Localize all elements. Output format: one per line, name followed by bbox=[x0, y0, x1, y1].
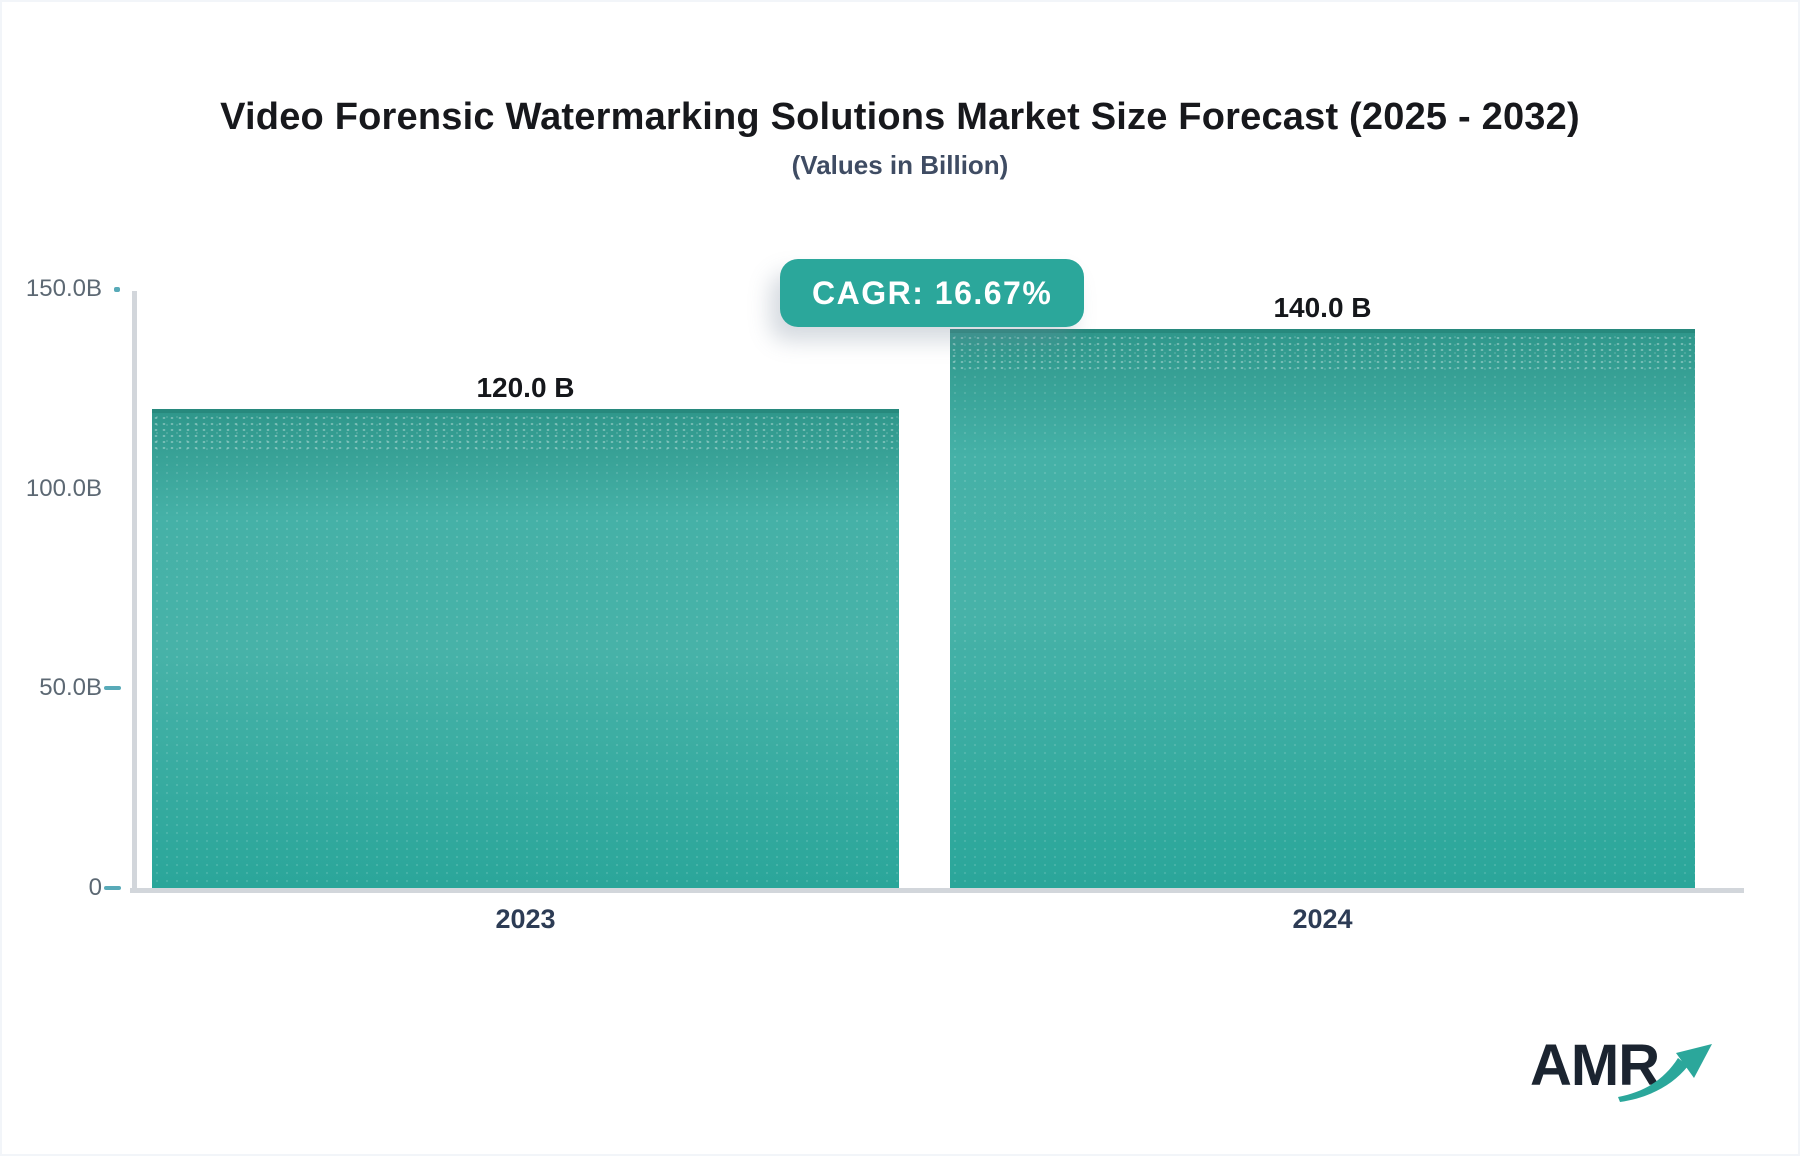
cagr-badge: CAGR: 16.67% bbox=[780, 259, 1085, 327]
y-tick-mark bbox=[104, 886, 121, 890]
growth-arrow-icon bbox=[1618, 1044, 1712, 1102]
y-tick-label: 150.0B bbox=[25, 275, 102, 302]
x-axis-label-2023: 2023 bbox=[495, 904, 556, 934]
amr-logo: AMR bbox=[1530, 1032, 1730, 1122]
y-tick-mark bbox=[104, 686, 121, 691]
bar-2023[interactable] bbox=[152, 409, 899, 888]
y-axis-line bbox=[132, 291, 137, 893]
y-tick-label: 100.0B bbox=[25, 474, 102, 502]
y-tick-mark bbox=[114, 287, 120, 292]
bar-value-label-2024: 140.0 B bbox=[1273, 292, 1372, 323]
x-axis-label-2024: 2024 bbox=[1292, 904, 1353, 934]
bar-value-label-2023: 120.0 B bbox=[476, 372, 575, 403]
bar-2024[interactable] bbox=[950, 329, 1695, 888]
amr-logo-text: AMR bbox=[1530, 1033, 1660, 1098]
chart-title: Video Forensic Watermarking Solutions Ma… bbox=[220, 96, 1580, 138]
y-tick-label: 0 bbox=[88, 874, 102, 901]
x-axis-line bbox=[130, 888, 1744, 893]
y-tick-label: 50.0B bbox=[39, 674, 102, 702]
chart-subtitle: (Values in Billion) bbox=[791, 150, 1009, 180]
